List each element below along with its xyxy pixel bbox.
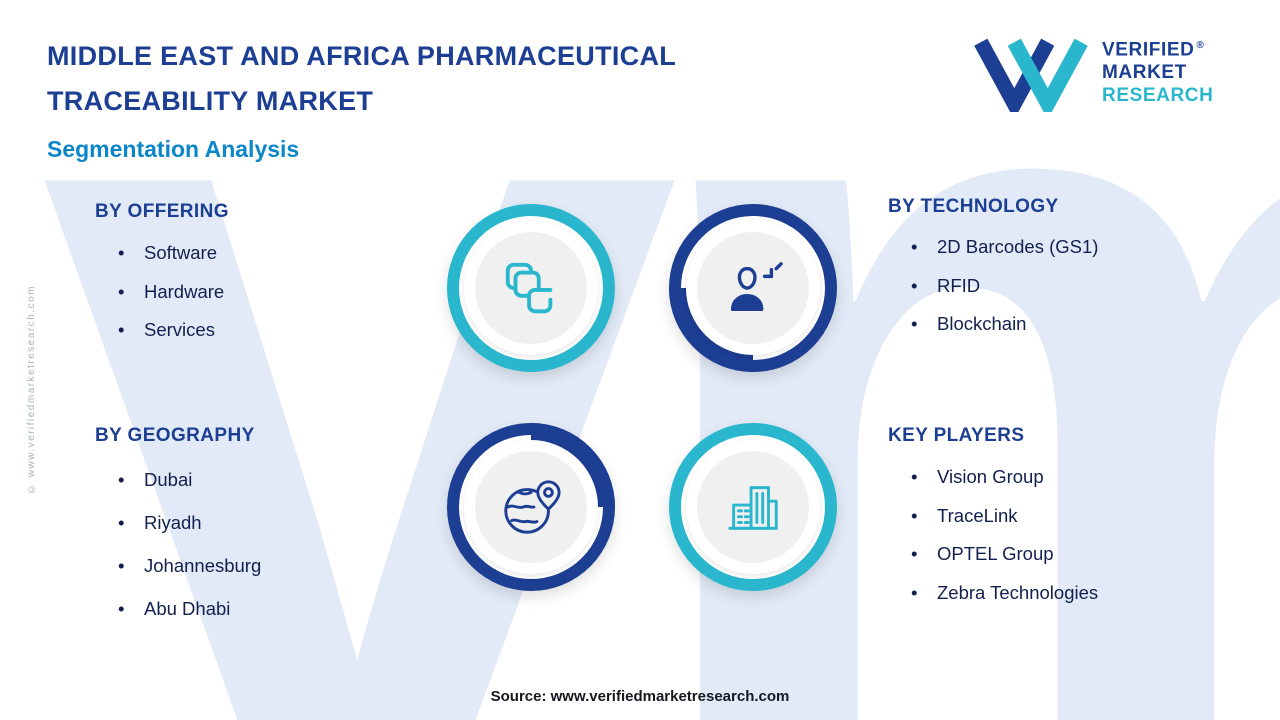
circle-key-players [669,423,837,591]
list-item: Hardware [110,273,224,312]
list-item: Services [110,311,224,350]
vmr-logo-line2: MARKET [1102,62,1187,84]
circle-geography-inner [464,440,598,574]
vmr-logo-line1: VERIFIED ® [1102,34,1213,61]
list-technology: 2D Barcodes (GS1) RFID Blockchain [903,228,1098,344]
circle-offering [447,204,615,372]
vmr-logo-text: VERIFIED ® MARKET RESEARCH [1102,34,1213,107]
heading-key-players: KEY PLAYERS [888,425,1025,446]
globe-pin-icon [500,476,562,538]
list-geography: Dubai Riyadh Johannesburg Abu Dhabi [110,458,261,630]
section-subtitle: Segmentation Analysis [47,136,300,162]
vmr-logo-mark-icon [972,34,1090,120]
list-item: Riyadh [110,501,261,544]
registered-mark: ® [1196,40,1205,51]
heading-by-geography: BY GEOGRAPHY [95,425,255,446]
circle-offering-inner [464,221,598,355]
list-item: Vision Group [903,458,1098,497]
vmr-logo-verified: VERIFIED [1102,39,1195,61]
circle-technology-inner [686,221,820,355]
page-title-line2: TRACEABILITY MARKET [47,86,374,116]
circle-technology [669,204,837,372]
list-item: Johannesburg [110,544,261,587]
list-item: 2D Barcodes (GS1) [903,228,1098,267]
list-item: Zebra Technologies [903,574,1098,613]
list-item: Software [110,234,224,273]
list-item: Abu Dhabi [110,587,261,630]
list-item: Dubai [110,458,261,501]
list-item: Blockchain [903,305,1098,344]
vmr-logo: VERIFIED ® MARKET RESEARCH [972,34,1213,120]
side-copyright-text: © www.verifiedmarketresearch.com [26,285,37,495]
heading-by-technology: BY TECHNOLOGY [888,196,1059,217]
person-cursor-icon [722,257,784,319]
list-item: TraceLink [903,497,1098,536]
vmr-logo-line3: RESEARCH [1102,85,1214,107]
list-offering: Software Hardware Services [110,234,224,350]
circle-key-players-inner [686,440,820,574]
list-item: RFID [903,267,1098,306]
page-title-line1: MIDDLE EAST AND AFRICA PHARMACEUTICAL [47,41,677,71]
heading-by-offering: BY OFFERING [95,201,229,222]
list-item: OPTEL Group [903,535,1098,574]
buildings-icon [722,476,784,538]
source-credit: Source: www.verifiedmarketresearch.com [490,688,790,705]
copies-icon [500,257,562,319]
list-key-players: Vision Group TraceLink OPTEL Group Zebra… [903,458,1098,612]
circle-geography [447,423,615,591]
page-title: MIDDLE EAST AND AFRICA PHARMACEUTICAL TR… [47,34,676,124]
